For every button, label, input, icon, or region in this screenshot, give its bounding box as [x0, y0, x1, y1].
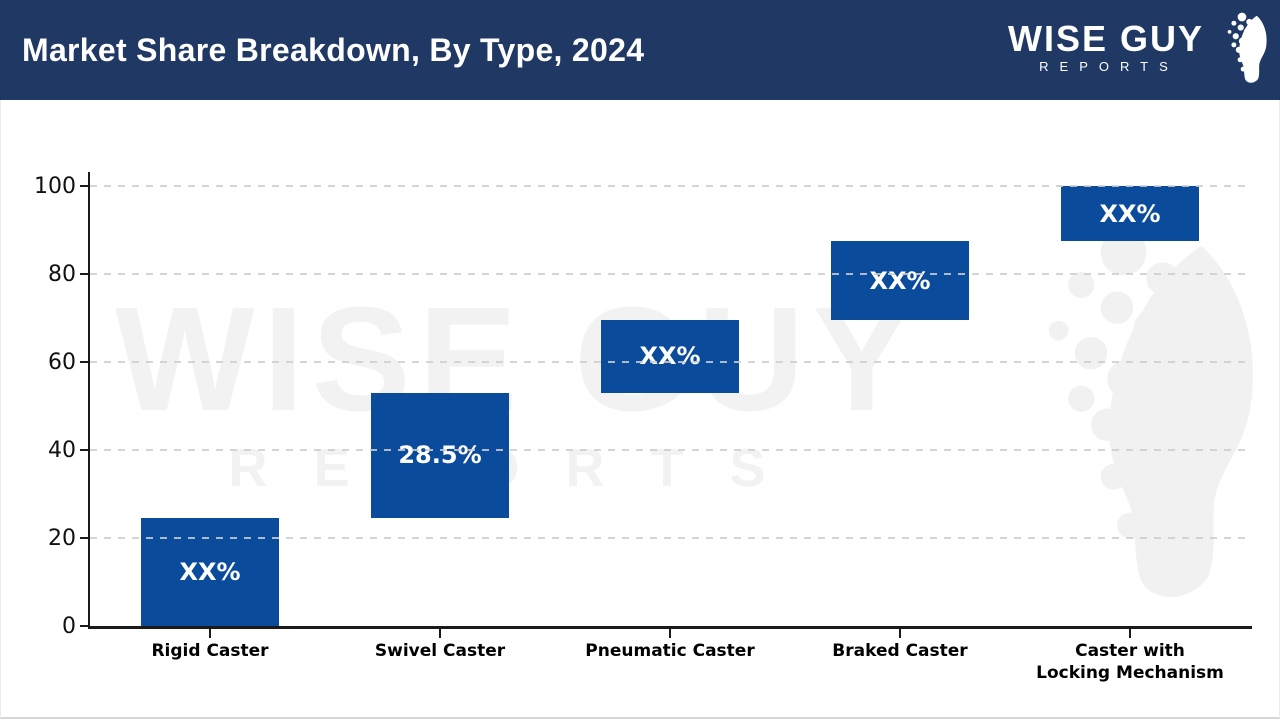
bar-value-label: XX% [639, 342, 701, 371]
x-tick-label-swivel-caster: Swivel Caster [325, 640, 555, 662]
bottom-border [0, 717, 1280, 719]
x-tick-label-line: Braked Caster [832, 641, 968, 661]
bar-value-label: XX% [179, 558, 241, 587]
x-tick-mark-2 [669, 629, 671, 638]
bar-swivel-caster: 28.5% [371, 392, 509, 519]
y-tick-label-60: 60 [48, 349, 76, 375]
x-tick-label-caster-with-locking-mechanism: Caster with Locking Mechanism [1015, 640, 1245, 684]
y-tick-label-80: 80 [48, 261, 76, 287]
gridline-y-60 [90, 361, 1252, 363]
x-tick-label-line: Rigid Caster [151, 641, 269, 661]
bar-value-label: XX% [869, 266, 931, 295]
gridline-y-20 [90, 537, 1252, 539]
x-tick-mark-1 [439, 629, 441, 638]
y-tick-label-100: 100 [34, 173, 76, 199]
wiseguy-logo: WISE GUY REPORTS [1008, 6, 1268, 90]
watermark-wordmark: WISE GUY [115, 277, 920, 442]
bar-value-label: 28.5% [398, 441, 482, 470]
x-tick-mark-0 [209, 629, 211, 638]
y-tick-mark-60 [80, 361, 89, 363]
y-tick-mark-0 [80, 625, 89, 627]
y-axis [88, 172, 90, 627]
x-tick-label-line: Caster with [1075, 641, 1185, 661]
bar-braked-caster: XX% [831, 241, 969, 321]
chart: XX% 28.5% XX% XX% XX% 0 20 40 60 80 100 Rigid Cas… [0, 100, 1280, 720]
x-tick-mark-3 [899, 629, 901, 638]
bar-value-label: XX% [1099, 199, 1161, 228]
x-tick-label-line: Pneumatic Caster [585, 641, 755, 661]
bar-caster-with-locking-mechanism: XX% [1061, 186, 1199, 241]
gridline-y-100 [90, 185, 1252, 187]
y-tick-label-40: 40 [48, 437, 76, 463]
page-title: Market Share Breakdown, By Type, 2024 [22, 31, 645, 68]
y-tick-mark-80 [80, 273, 89, 275]
x-axis [88, 626, 1252, 629]
x-tick-label-line: Swivel Caster [374, 641, 506, 661]
y-tick-mark-20 [80, 537, 89, 539]
bar-rigid-caster: XX% [141, 518, 279, 626]
logo-subtitle: REPORTS [1039, 59, 1179, 74]
logo-wordmark: WISE GUY [1007, 18, 1204, 59]
x-tick-label-rigid-caster: Rigid Caster [95, 640, 325, 662]
y-tick-mark-100 [80, 185, 89, 187]
y-tick-mark-40 [80, 449, 89, 451]
gridline-y-80 [90, 273, 1252, 275]
wiseguy-head-icon [1227, 12, 1267, 83]
left-border [0, 100, 1, 718]
x-tick-label-pneumatic-caster: Pneumatic Caster [555, 640, 785, 662]
y-tick-label-20: 20 [48, 525, 76, 551]
wiseguy-logo-text: WISE GUY REPORTS [1008, 20, 1204, 76]
x-tick-label-braked-caster: Braked Caster [785, 640, 1015, 662]
header: Market Share Breakdown, By Type, 2024 WI… [0, 0, 1280, 100]
x-tick-mark-4 [1129, 629, 1131, 638]
x-tick-label-line: Locking Mechanism [1036, 663, 1224, 683]
watermark-head-icon [1048, 229, 1253, 597]
y-tick-label-0: 0 [62, 613, 76, 639]
gridline-y-40 [90, 449, 1252, 451]
bar-pneumatic-caster: XX% [601, 320, 739, 393]
